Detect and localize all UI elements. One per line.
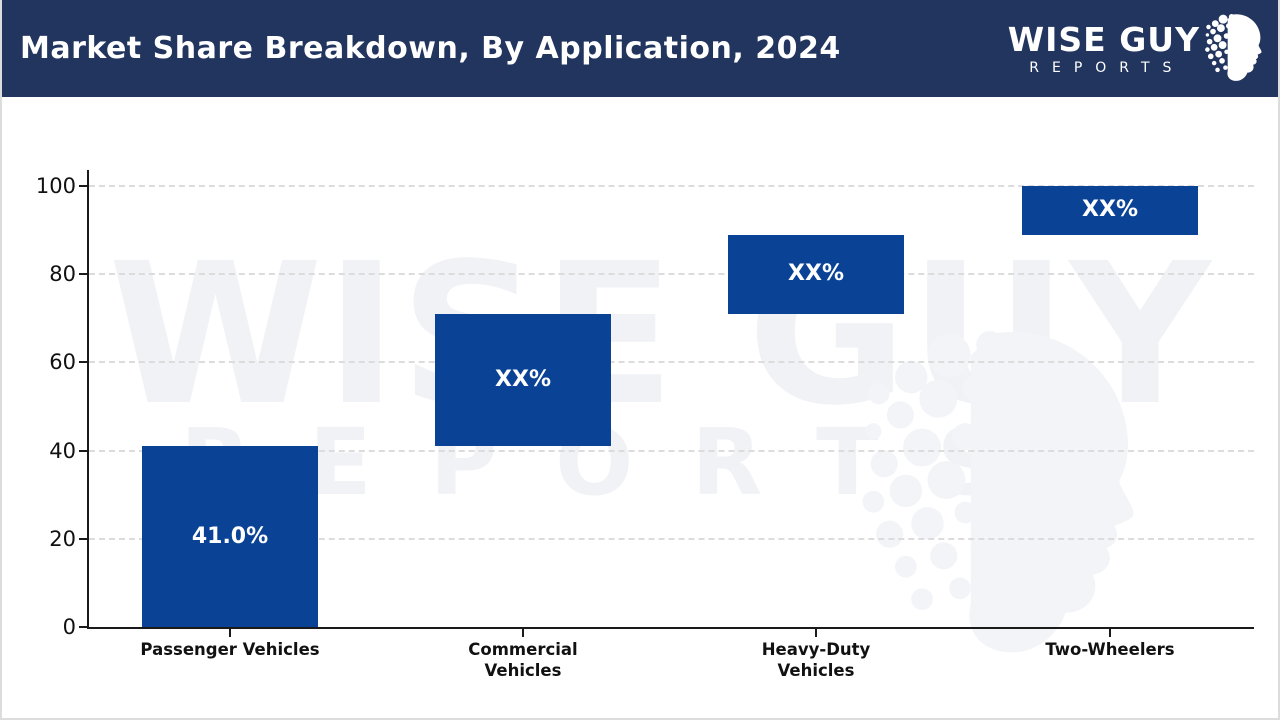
x-tick-mark xyxy=(815,629,817,637)
y-tick-mark xyxy=(79,273,87,276)
chart-area: WISE GUY REPORTS 41.0% XX% XX% XX% 0 20 40 60 80… xyxy=(0,97,1280,720)
x-tick-mark xyxy=(522,629,524,637)
y-tick-mark xyxy=(79,361,87,364)
y-tick-mark xyxy=(79,449,87,452)
y-tick-label: 80 xyxy=(49,262,76,287)
logo-brand-sub: REPORTS xyxy=(1029,60,1185,76)
x-axis-label-line: Two-Wheelers xyxy=(1045,640,1175,659)
x-axis-label-line: Passenger Vehicles xyxy=(140,640,320,659)
bar-value-label: XX% xyxy=(788,261,844,287)
page-title: Market Share Breakdown, By Application, … xyxy=(20,31,841,66)
x-tick-mark xyxy=(229,629,231,637)
x-axis-label-line: Vehicles xyxy=(484,661,562,680)
logo-text: WISE GUY REPORTS xyxy=(1007,20,1200,77)
x-tick-mark xyxy=(1109,629,1111,637)
bar-value-label: 41.0% xyxy=(191,523,269,549)
bar-value-label: XX% xyxy=(495,367,551,393)
wise-guy-logo: WISE GUY REPORTS xyxy=(1008,6,1266,92)
wise-guy-head-icon xyxy=(1204,12,1266,86)
y-tick-label: 40 xyxy=(49,438,76,463)
bar-segment: XX% xyxy=(728,234,904,314)
x-axis-label-line: Commercial xyxy=(468,640,578,659)
logo-brand-name: WISE GUY xyxy=(1007,20,1200,59)
waterfall-chart: 41.0% XX% XX% XX% 0 20 40 60 80 100 Passenger Vehi… xyxy=(0,97,1280,720)
gridline-100 xyxy=(89,185,1254,187)
bar-segment: XX% xyxy=(1022,186,1198,235)
x-axis-label: Commercial Vehicles xyxy=(403,639,643,681)
x-axis-label: Two-Wheelers xyxy=(990,639,1230,660)
x-axis-label: Heavy-Duty Vehicles xyxy=(696,639,936,681)
y-tick-mark xyxy=(79,626,87,628)
x-axis-line xyxy=(87,627,1254,629)
y-tick-label: 60 xyxy=(49,350,76,375)
bar-segment: XX% xyxy=(435,313,611,447)
y-tick-label: 100 xyxy=(35,174,76,198)
x-axis-label-line: Heavy-Duty xyxy=(761,640,871,659)
header: Market Share Breakdown, By Application, … xyxy=(0,0,1280,97)
bar-value-label: XX% xyxy=(1082,197,1138,223)
y-tick-mark xyxy=(79,537,87,540)
bar-segment: 41.0% xyxy=(142,446,318,627)
gridline-40 xyxy=(89,449,1254,452)
y-tick-label: 0 xyxy=(62,615,76,639)
y-axis-line xyxy=(87,170,89,629)
x-axis-label: Passenger Vehicles xyxy=(110,639,350,660)
gridline-60 xyxy=(89,361,1254,364)
gridline-20 xyxy=(89,537,1254,540)
y-tick-mark xyxy=(79,185,87,187)
x-axis-label-line: Vehicles xyxy=(777,661,855,680)
y-tick-label: 20 xyxy=(49,526,76,551)
gridline-80 xyxy=(89,273,1254,276)
